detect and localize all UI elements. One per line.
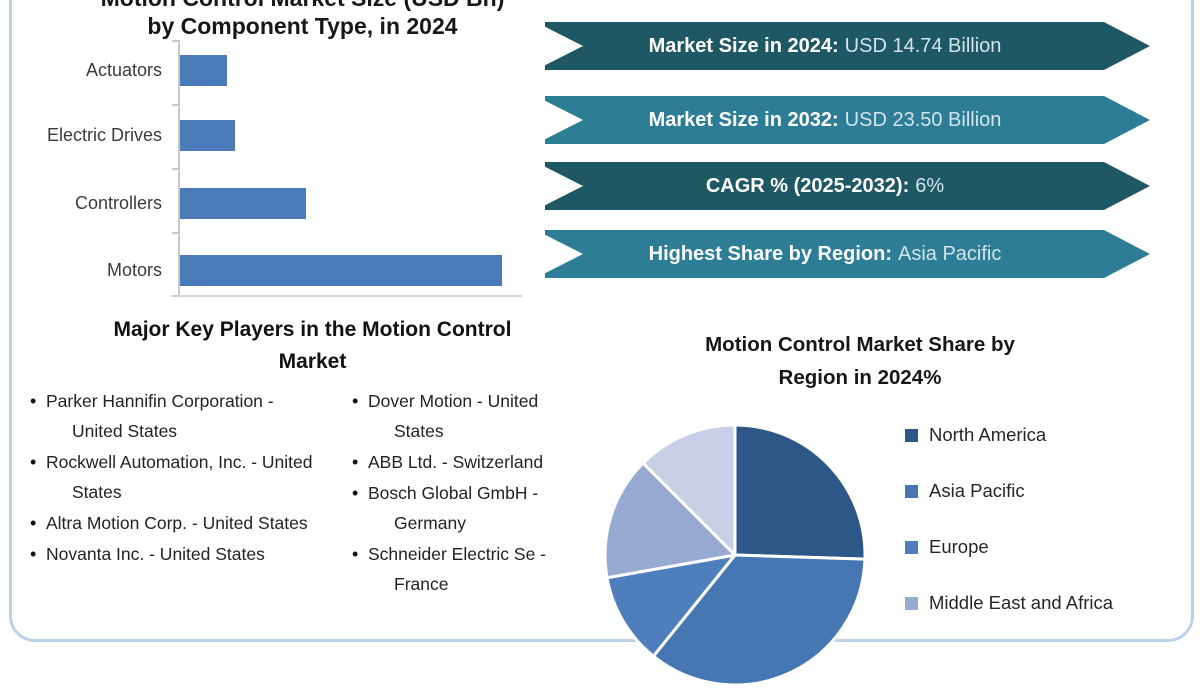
legend-label: Asia Pacific xyxy=(929,480,1025,501)
banner-value: USD 14.74 Billion xyxy=(844,34,1002,57)
legend-label: Middle East and Africa xyxy=(929,592,1114,613)
axis-tick xyxy=(172,295,178,297)
list-item: Rockwell Automation, Inc. - United State… xyxy=(26,447,326,507)
legend-item: Asia Pacific xyxy=(905,480,1025,502)
banner-cagr: CAGR % (2025-2032): 6% xyxy=(545,162,1150,210)
bar-chart-title-line1: Motion Control Market Size (USD Bn) xyxy=(30,0,575,12)
list-item: Novanta Inc. - United States xyxy=(26,539,326,569)
legend-swatch xyxy=(905,596,918,610)
list-item: Altra Motion Corp. - United States xyxy=(26,508,326,538)
pie-chart-title-line2: Region in 2024% xyxy=(778,366,942,389)
bar-chart-title: Motion Control Market Size (USD Bn) by C… xyxy=(30,0,575,40)
axis-tick xyxy=(172,104,178,106)
legend-label: Europe xyxy=(929,536,989,557)
legend-item: Europe xyxy=(905,536,989,558)
legend-item: Middle East and Africa xyxy=(905,592,1113,614)
pie-chart-title: Motion Control Market Share by Region in… xyxy=(615,328,1105,394)
pie-chart-legend: North America Asia Pacific Europe Middle Ea… xyxy=(905,302,1185,613)
bar xyxy=(180,188,306,219)
list-item: Dover Motion - United States xyxy=(348,386,576,446)
bar-chart-title-line2: by Component Type, in 2024 xyxy=(147,13,458,39)
key-players-title-line2: Market xyxy=(278,350,347,373)
banner-label: Market Size in 2024: xyxy=(648,34,839,57)
pie-slice-middle-east-and-africa xyxy=(603,461,737,580)
list-item: Parker Hannifin Corporation - United Sta… xyxy=(26,386,326,446)
banner-highest-share-region: Highest Share by Region: Asia Pacific xyxy=(545,230,1150,278)
key-players-section: Major Key Players in the Motion Control … xyxy=(10,300,615,600)
banner-value: Asia Pacific xyxy=(898,242,1002,265)
legend-swatch xyxy=(905,484,918,498)
axis-tick xyxy=(172,168,178,170)
banner-label: CAGR % (2025-2032): xyxy=(705,174,910,197)
bar xyxy=(180,255,502,286)
axis-tick xyxy=(172,40,178,42)
key-players-column-1: Parker Hannifin Corporation - United Sta… xyxy=(26,386,326,600)
bar-category-label: Controllers xyxy=(74,193,162,213)
pie-chart-section: Motion Control Market Share by Region in… xyxy=(603,302,1190,687)
bar-category-label: Actuators xyxy=(85,60,162,80)
list-item: Schneider Electric Se - France xyxy=(348,539,576,599)
bar-row-motors: Motors xyxy=(0,255,502,286)
key-players-title-line1: Major Key Players in the Motion Control xyxy=(113,318,512,341)
bar-chart-x-axis xyxy=(178,295,522,297)
banner-label: Highest Share by Region: xyxy=(648,242,892,265)
list-item: Bosch Global GmbH - Germany xyxy=(348,478,576,538)
bar-category-label: Electric Drives xyxy=(46,125,162,145)
pie-chart-title-line1: Motion Control Market Share by xyxy=(705,333,1015,356)
legend-label: North America xyxy=(929,424,1047,445)
key-players-title: Major Key Players in the Motion Control … xyxy=(53,314,573,378)
bar-row-electric-drives: Electric Drives xyxy=(0,120,235,151)
banner-label: Market Size in 2032: xyxy=(648,108,839,131)
axis-tick xyxy=(172,232,178,234)
banner-value: USD 23.50 Billion xyxy=(844,108,1002,131)
key-players-columns: Parker Hannifin Corporation - United Sta… xyxy=(10,386,615,600)
bar-row-actuators: Actuators xyxy=(0,55,227,86)
banner-market-size-2032: Market Size in 2032: USD 23.50 Billion xyxy=(545,96,1150,144)
key-players-column-2: Dover Motion - United StatesABB Ltd. - S… xyxy=(348,386,576,600)
bar-chart-y-axis xyxy=(178,40,180,296)
bar-row-controllers: Controllers xyxy=(0,188,306,219)
pie-slice-unlabeled xyxy=(641,423,737,557)
legend-swatch xyxy=(905,428,918,442)
bar xyxy=(180,120,235,151)
legend-item: North America xyxy=(905,424,1046,446)
pie-slice-north-america xyxy=(733,423,867,561)
list-item: ABB Ltd. - Switzerland xyxy=(348,447,576,477)
legend-swatch xyxy=(905,540,918,554)
pie-chart xyxy=(603,423,867,687)
banner-market-size-2024: Market Size in 2024: USD 14.74 Billion xyxy=(545,22,1150,70)
bar xyxy=(180,55,227,86)
banner-value: 6% xyxy=(915,174,945,197)
bar-category-label: Motors xyxy=(106,260,162,280)
bar-chart-section: Motion Control Market Size (USD Bn) by C… xyxy=(0,0,545,300)
